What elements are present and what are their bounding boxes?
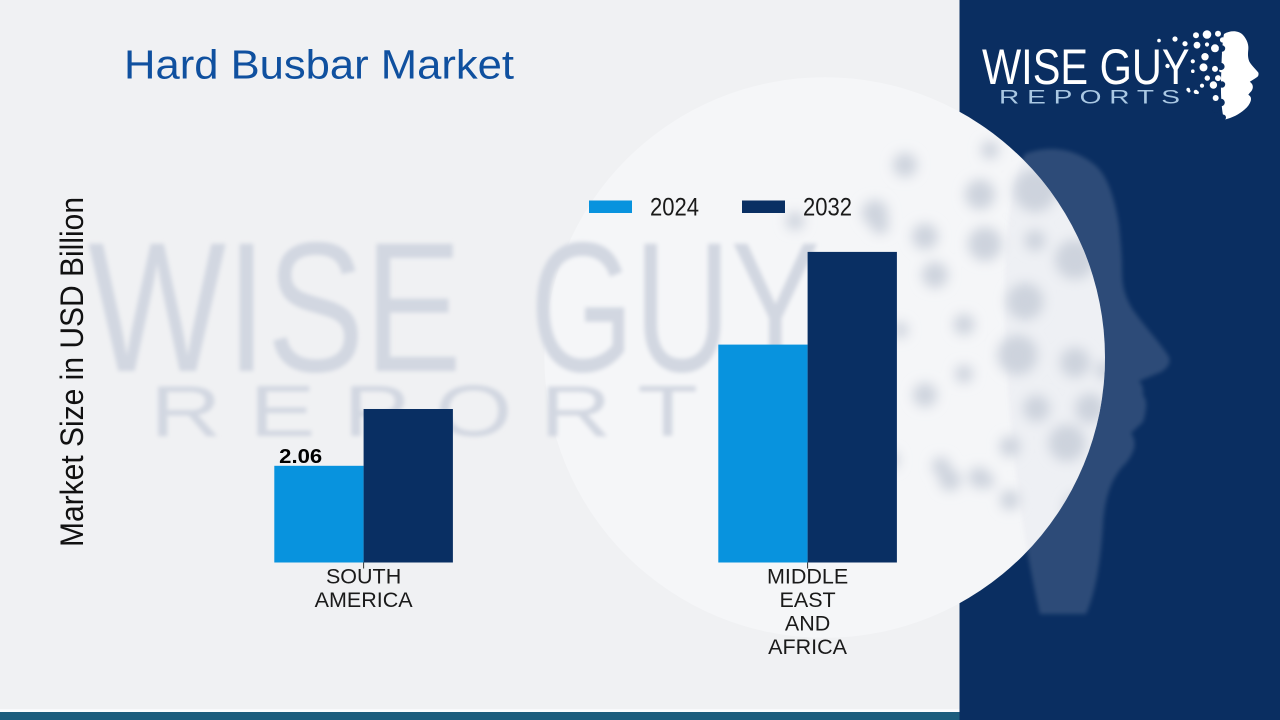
svg-text:EAST: EAST: [780, 588, 836, 612]
svg-text:Market Size in USD Billion: Market Size in USD Billion: [54, 197, 90, 547]
svg-text:MIDDLE: MIDDLE: [767, 565, 848, 589]
svg-text:2032: 2032: [803, 193, 852, 221]
svg-text:Hard Busbar Market: Hard Busbar Market: [124, 42, 515, 88]
svg-text:R E P O R T S: R E P O R T S: [999, 88, 1180, 109]
svg-text:AFRICA: AFRICA: [768, 635, 848, 659]
svg-text:AND: AND: [785, 612, 830, 636]
svg-text:SOUTH: SOUTH: [326, 565, 401, 589]
svg-text:WISE: WISE: [88, 205, 462, 411]
svg-text:AMERICA: AMERICA: [315, 588, 414, 612]
svg-text:WISE GUY: WISE GUY: [982, 39, 1190, 95]
svg-text:R E P O R T S: R E P O R T S: [150, 372, 790, 452]
svg-text:2024: 2024: [650, 193, 699, 221]
svg-text:2.06: 2.06: [279, 446, 322, 468]
